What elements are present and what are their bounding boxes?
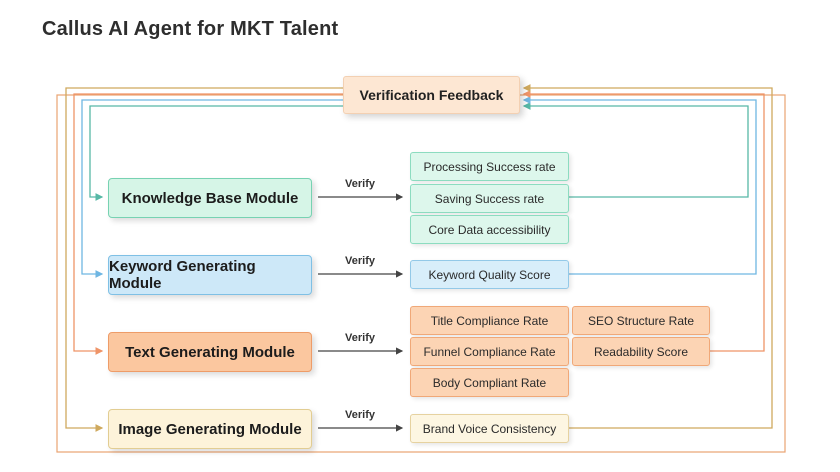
blue-return-line [522, 96, 757, 275]
page-title: Callus AI Agent for MKT Talent [42, 18, 339, 40]
verification-feedback-box: Verification Feedback [343, 76, 520, 114]
metric-saving-success-rate: Saving Success rate [410, 184, 569, 213]
module-text-generating-label: Text Generating Module [125, 343, 295, 361]
tan-return-line [522, 84, 773, 429]
verify-label-image: Verify [345, 409, 375, 421]
metric-funnel-compliance-rate: Funnel Compliance Rate [410, 337, 569, 366]
teal-feedback-line [89, 105, 343, 201]
orange-feedback-line [73, 93, 343, 355]
module-image-generating: Image Generating Module [108, 409, 312, 449]
module-keyword-generating-label: Keyword Generating Module [109, 258, 256, 292]
blue-feedback-line [81, 99, 343, 278]
metric-brand-voice-consistency: Brand Voice Consistency [410, 414, 569, 443]
verify-label-knowledge: Verify [345, 178, 375, 190]
metric-readability-score: Readability Score [572, 337, 710, 366]
verify-label-keyword: Verify [345, 255, 375, 267]
metric-processing-success-rate: Processing Success rate [410, 152, 569, 181]
metric-core-data-accessibility: Core Data accessibility [410, 215, 569, 244]
module-text-generating: Text Generating Module [108, 332, 312, 372]
verification-feedback-label: Verification Feedback [359, 87, 504, 103]
module-keyword-generating: Keyword Generating Module [108, 255, 312, 295]
teal-return-line [522, 102, 749, 198]
orange-return-line [522, 90, 765, 352]
module-image-generating-label: Image Generating Module [118, 420, 302, 438]
metric-keyword-quality-score: Keyword Quality Score [410, 260, 569, 289]
module-knowledge-base-label: Knowledge Base Module [121, 189, 299, 207]
metric-title-compliance-rate: Title Compliance Rate [410, 306, 569, 335]
metric-body-compliant-rate: Body Compliant Rate [410, 368, 569, 397]
tan-feedback-line [65, 87, 343, 432]
metric-seo-structure-rate: SEO Structure Rate [572, 306, 710, 335]
module-knowledge-base: Knowledge Base Module [108, 178, 312, 218]
verify-label-text: Verify [345, 332, 375, 344]
